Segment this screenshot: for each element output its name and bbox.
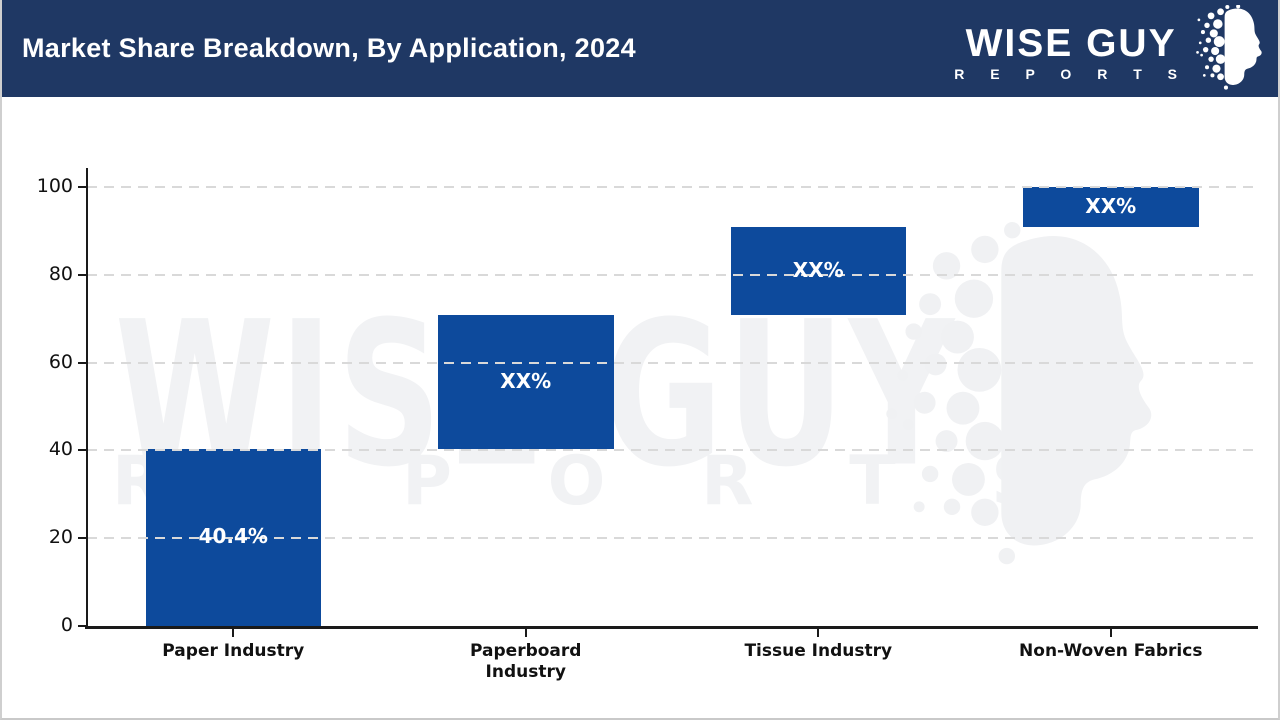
bar-non-woven-fabrics: [1023, 187, 1199, 227]
y-tick-80: [78, 273, 87, 276]
bar-value-label-paperboard-industry: XX%: [500, 368, 552, 393]
bar-value-label-tissue-industry: XX%: [792, 257, 844, 282]
x-category-label-paperboard-industry: Paperboard Industry: [470, 641, 582, 682]
bar-value-label-paper-industry: 40.4%: [198, 524, 268, 549]
gridline-20: [87, 537, 1257, 540]
y-tick-100: [78, 186, 87, 188]
header-banner: Market Share Breakdown, By Application, …: [2, 0, 1278, 97]
x-category-label-tissue-industry: Tissue Industry: [744, 641, 893, 661]
y-tick-label-20: 20: [48, 526, 73, 549]
gridline-60: [87, 361, 1257, 364]
watermark-dotted-head: [886, 222, 1152, 565]
y-tick-label-60: 60: [48, 350, 73, 373]
x-tick-tissue-industry: [817, 629, 820, 637]
x-category-label-paper-industry: Paper Industry: [162, 641, 305, 661]
waterfall-chart: 0 20 40 60 80 100 40.4% XX% XX% XX% Paper Industry…: [2, 97, 1278, 718]
y-tick-60: [78, 361, 87, 364]
x-category-label-non-woven-fabrics: Non-Woven Fabrics: [1019, 641, 1203, 661]
x-tick-paper-industry: [232, 629, 235, 637]
page-title: Market Share Breakdown, By Application, …: [22, 33, 636, 63]
x-tick-non-woven-fabrics: [1109, 629, 1112, 637]
gridline-80: [87, 273, 1257, 276]
y-tick-label-100: 100: [36, 175, 73, 197]
gridline-100: [87, 186, 1257, 188]
bar-tissue-industry: [730, 226, 906, 316]
logo-wordmark: WISE GUY: [965, 21, 1177, 65]
dotted-head-icon: [1196, 5, 1262, 90]
wise-guy-reports-logo: WISE GUY R E P O R T S: [954, 5, 1274, 93]
y-tick-20: [78, 537, 87, 540]
logo-text: WISE GUY R E P O R T S: [954, 21, 1188, 82]
y-axis-line: [86, 168, 88, 628]
logo-subtitle: R E P O R T S: [954, 65, 1188, 82]
y-tick-0: [78, 625, 87, 627]
x-axis-line: [85, 626, 1258, 629]
bar-value-label-non-woven-fabrics: XX%: [1085, 193, 1137, 218]
y-tick-label-80: 80: [48, 262, 73, 285]
y-tick-label-40: 40: [48, 438, 73, 461]
gridline-40: [87, 449, 1257, 452]
x-tick-paperboard-industry: [524, 629, 527, 637]
bar-paperboard-industry: [438, 315, 614, 449]
y-tick-40: [78, 449, 87, 452]
y-tick-label-0: 0: [60, 614, 73, 636]
